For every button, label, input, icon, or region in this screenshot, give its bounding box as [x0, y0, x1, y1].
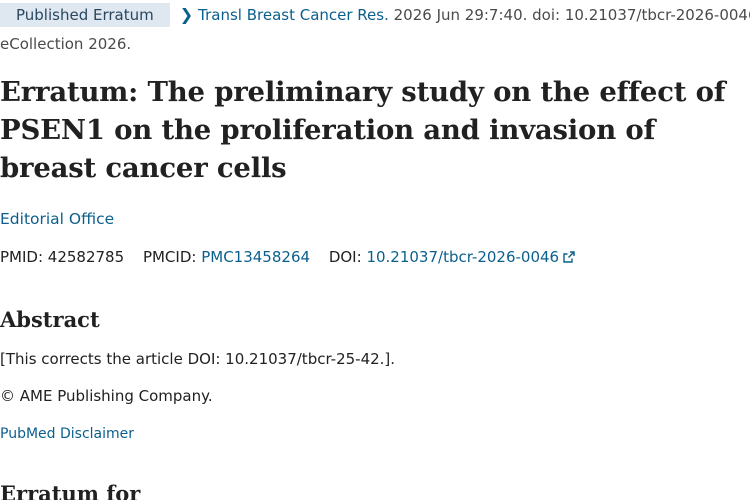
external-link-icon	[563, 251, 575, 263]
pubmed-disclaimer-link[interactable]: PubMed Disclaimer	[0, 426, 135, 442]
citation-line: Published Erratum ❯ Transl Breast Cancer R…	[0, 3, 750, 27]
erratum-for-heading: Erratum for	[0, 481, 141, 500]
publication-type-badge: Published Erratum	[0, 3, 170, 27]
pmcid-label: PMCID:	[142, 248, 197, 266]
doi-label: DOI:	[328, 248, 362, 266]
doi-value: 10.21037/tbcr-2026-0046	[366, 248, 560, 266]
chevron-right-icon[interactable]: ❯	[179, 5, 194, 24]
journal-link[interactable]: Transl Breast Cancer Res.	[198, 6, 389, 24]
pmid-value: 42582785	[47, 248, 125, 266]
author-link[interactable]: Editorial Office	[0, 210, 115, 228]
pmid-label: PMID:	[0, 248, 44, 266]
abstract-text: [This corrects the article DOI: 10.21037…	[0, 350, 396, 368]
pmcid-link[interactable]: PMC13458264	[201, 248, 311, 266]
citation-details: 2026 Jun 29:7:40. doi: 10.21037/tbcr-202…	[388, 6, 750, 24]
abstract-heading: Abstract	[0, 307, 100, 332]
ecollection-text: eCollection 2026.	[0, 35, 132, 53]
identifiers-line: PMID: 42582785 PMCID: PMC13458264 DOI: 1…	[0, 246, 575, 268]
doi-link[interactable]: 10.21037/tbcr-2026-0046	[366, 248, 575, 266]
article-title: Erratum: The preliminary study on the ef…	[0, 76, 726, 184]
copyright-text: © AME Publishing Company.	[0, 387, 213, 405]
